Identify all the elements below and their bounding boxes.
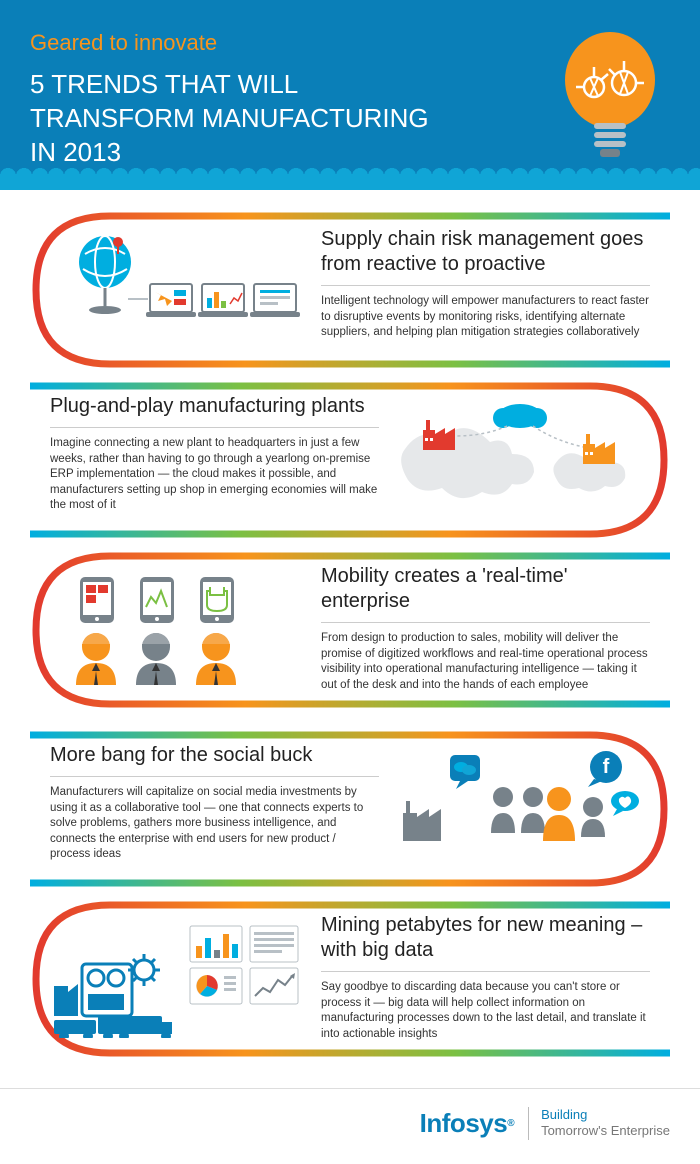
section-title: More bang for the social buck — [50, 743, 379, 768]
section-title: Plug-and-play manufacturing plants — [50, 394, 379, 419]
footer: Infosys® Building Tomorrow's Enterprise — [0, 1088, 700, 1164]
cloud-factories-icon — [395, 394, 650, 514]
tagline: Building Tomorrow's Enterprise — [528, 1107, 670, 1140]
tagline-line2: Tomorrow's Enterprise — [541, 1123, 670, 1138]
divider — [321, 622, 650, 623]
section-title: Supply chain risk management goes from r… — [321, 227, 650, 277]
divider — [321, 971, 650, 972]
globe-laptops-icon — [50, 224, 305, 344]
main-title: 5 TRENDS THAT WILL TRANSFORM MANUFACTURI… — [30, 68, 450, 169]
infosys-logo: Infosys® — [420, 1108, 514, 1139]
svg-text:f: f — [603, 756, 610, 778]
lightbulb-icon — [550, 25, 670, 185]
social-collab-icon: f — [395, 743, 650, 863]
header: Geared to innovate 5 TRENDS THAT WILL TR… — [0, 0, 700, 190]
section-body: From design to production to sales, mobi… — [321, 631, 650, 693]
section-body: Manufacturers will capitalize on social … — [50, 785, 379, 863]
section-supply-chain: Supply chain risk management goes from r… — [30, 210, 670, 358]
section-mobility: Mobility creates a 'real-time' enterpris… — [30, 550, 670, 707]
divider — [321, 285, 650, 286]
registered-mark: ® — [507, 1118, 514, 1129]
wave-divider — [0, 176, 700, 190]
factory-analytics-icon — [50, 918, 305, 1038]
divider — [50, 427, 379, 428]
divider — [50, 776, 379, 777]
logo-text: Infosys — [420, 1108, 508, 1139]
tagline-line1: Building — [541, 1107, 670, 1123]
section-body: Imagine connecting a new plant to headqu… — [50, 436, 379, 514]
section-body: Say goodbye to discarding data because y… — [321, 980, 650, 1042]
section-body: Intelligent technology will empower manu… — [321, 294, 650, 341]
page: Geared to innovate 5 TRENDS THAT WILL TR… — [0, 0, 700, 1164]
sections: Supply chain risk management goes from r… — [0, 190, 700, 1088]
section-big-data: Mining petabytes for new meaning – with … — [30, 899, 670, 1056]
section-title: Mining petabytes for new meaning – with … — [321, 913, 650, 963]
section-title: Mobility creates a 'real-time' enterpris… — [321, 564, 650, 614]
workers-mobile-icon — [50, 569, 305, 689]
section-social: f More bang for the social buck Manufact… — [30, 729, 670, 877]
section-plug-and-play: Plug-and-play manufacturing plants Imagi… — [30, 380, 670, 528]
